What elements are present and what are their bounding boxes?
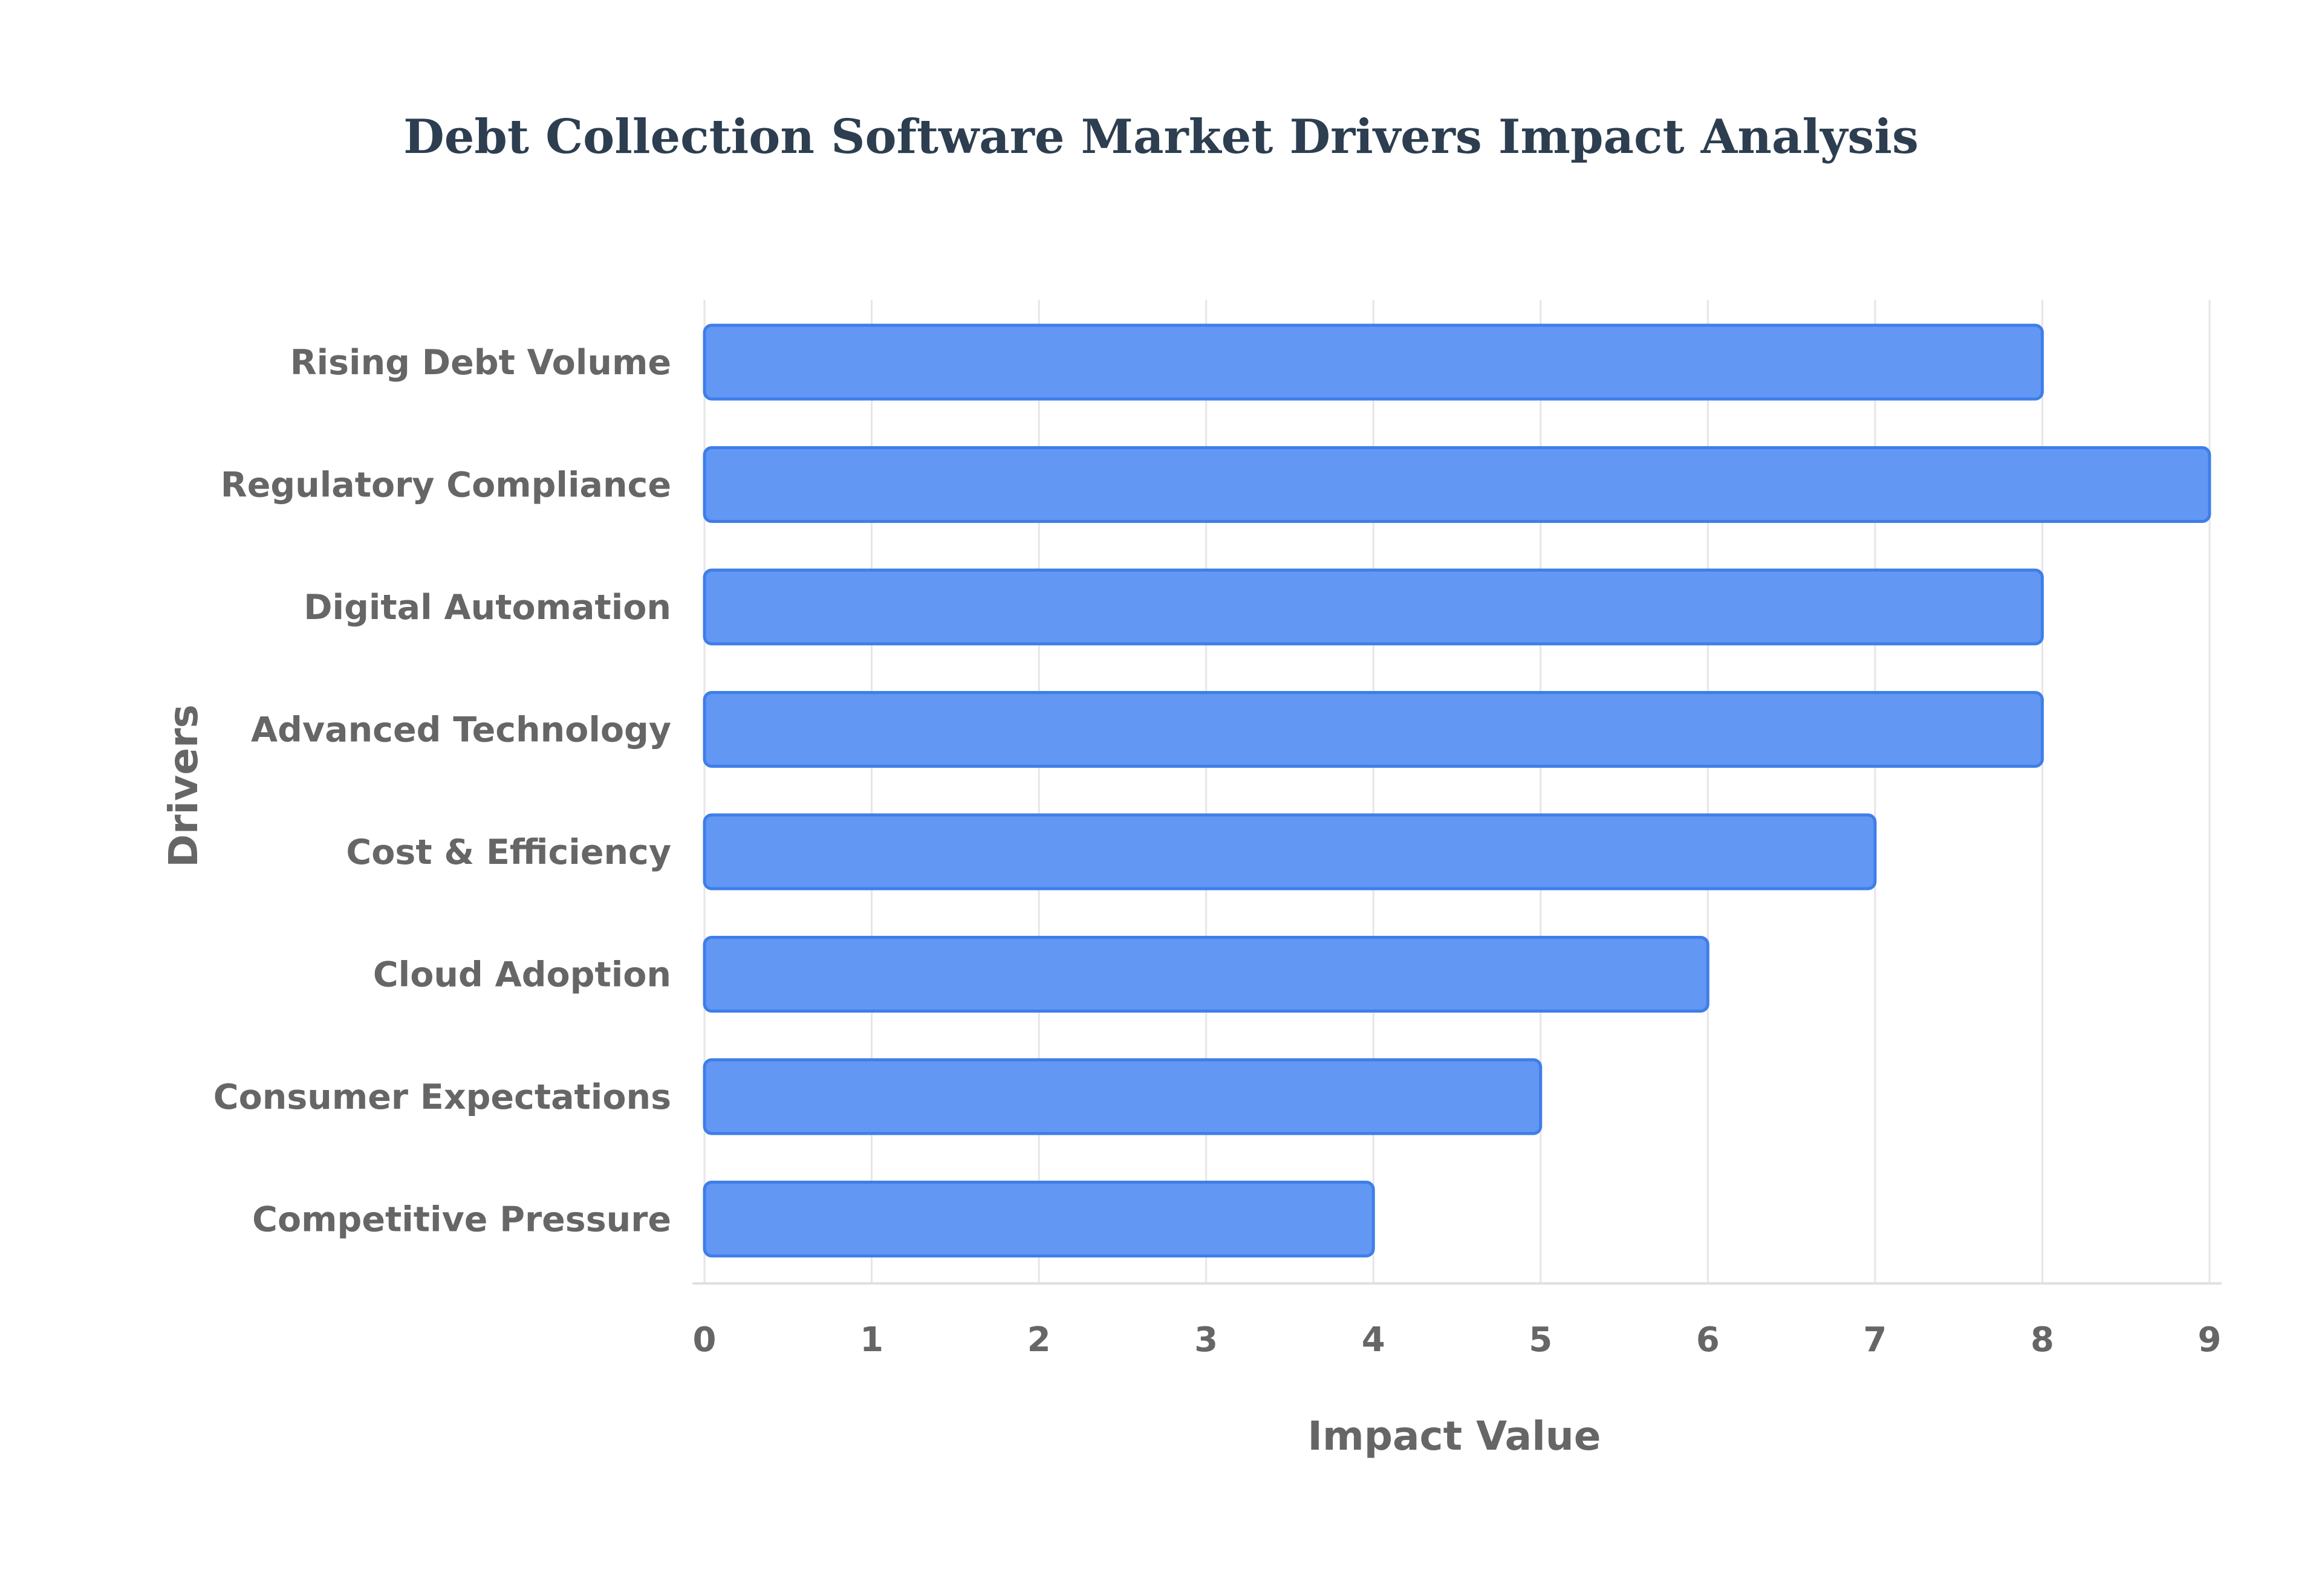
bar: [703, 813, 1877, 890]
x-axis-title: Impact Value: [1307, 1413, 1601, 1459]
bar: [703, 568, 2044, 646]
category-label: Advanced Technology: [251, 710, 671, 750]
category-label: Cloud Adoption: [373, 955, 671, 995]
category-label: Regulatory Compliance: [221, 465, 671, 505]
bars: [703, 323, 2211, 1257]
category-label: Competitive Pressure: [252, 1200, 671, 1240]
x-tick-label: 9: [2198, 1320, 2222, 1360]
x-tick-label: 7: [1863, 1320, 1887, 1360]
category-label: Rising Debt Volume: [290, 343, 671, 383]
category-labels: Rising Debt Volume Regulatory Compliance D…: [213, 343, 671, 1240]
x-tick-label: 0: [693, 1320, 717, 1360]
bar: [703, 446, 2211, 523]
bar: [703, 936, 1709, 1013]
category-label: Cost & Efficiency: [346, 832, 671, 872]
x-tick-labels: 0 1 2 3 4 5 6 7 8 9: [693, 1320, 2222, 1360]
bar: [703, 1181, 1375, 1257]
x-tick-label: 2: [1027, 1320, 1051, 1360]
x-tick-label: 5: [1529, 1320, 1552, 1360]
chart-title: Debt Collection Software Market Drivers …: [403, 109, 1919, 164]
category-label: Digital Automation: [304, 588, 671, 628]
bar: [703, 691, 2044, 768]
x-tick-label: 4: [1362, 1320, 1385, 1360]
x-tick-label: 3: [1194, 1320, 1218, 1360]
category-label: Consumer Expectations: [213, 1077, 671, 1117]
x-tick-label: 6: [1696, 1320, 1720, 1360]
bar: [703, 1058, 1543, 1135]
bar: [703, 323, 2044, 401]
y-axis-title: Drivers: [160, 704, 207, 868]
x-tick-label: 8: [2031, 1320, 2054, 1360]
x-tick-label: 1: [860, 1320, 883, 1360]
